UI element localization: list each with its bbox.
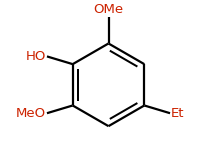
Text: Et: Et [171, 107, 184, 120]
Text: HO: HO [26, 50, 46, 63]
Text: MeO: MeO [16, 107, 46, 120]
Text: OMe: OMe [94, 3, 123, 16]
